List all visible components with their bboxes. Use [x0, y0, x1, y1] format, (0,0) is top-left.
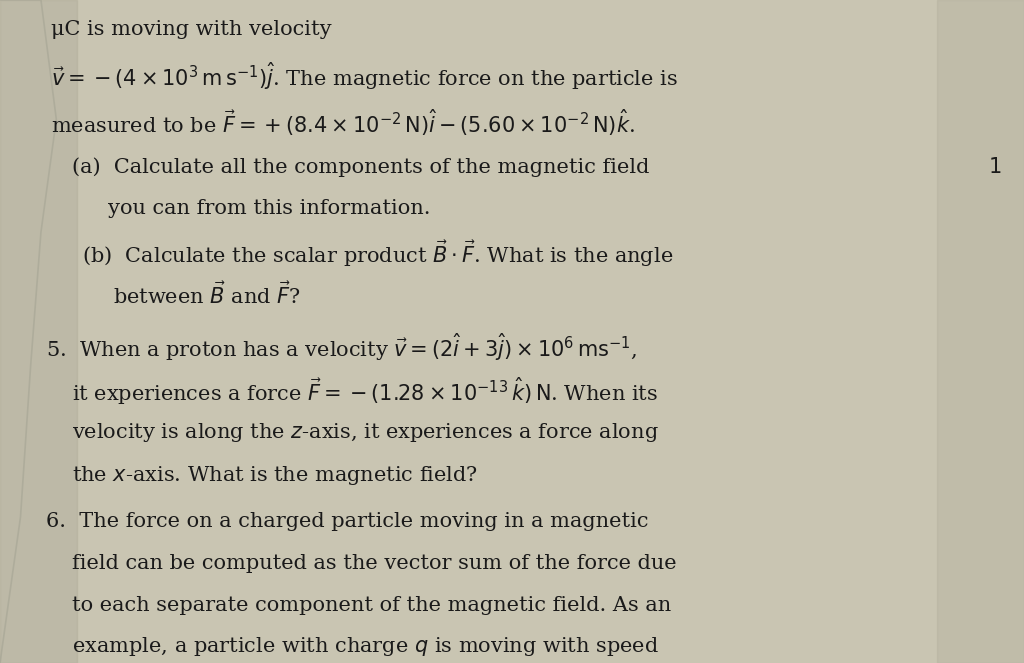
Text: 6.  The force on a charged particle moving in a magnetic: 6. The force on a charged particle movin… [46, 512, 648, 531]
Text: 1: 1 [989, 157, 1001, 177]
Text: field can be computed as the vector sum of the force due: field can be computed as the vector sum … [72, 554, 676, 573]
Text: to each separate component of the magnetic field. As an: to each separate component of the magnet… [72, 596, 671, 615]
Text: velocity is along the $z$-axis, it experiences a force along: velocity is along the $z$-axis, it exper… [72, 422, 658, 444]
Text: between $\vec{B}$ and $\vec{F}$?: between $\vec{B}$ and $\vec{F}$? [113, 282, 300, 308]
Text: you can from this information.: you can from this information. [108, 200, 430, 218]
Text: it experiences a force $\vec{F} = -(1.28\times10^{-13}\,\hat{k})\,\mathrm{N}$. W: it experiences a force $\vec{F} = -(1.28… [72, 375, 657, 407]
Text: measured to be $\vec{F} = +(8.4\times10^{-2}\,\mathrm{N})\hat{i} - (5.60\times10: measured to be $\vec{F} = +(8.4\times10^… [51, 107, 635, 138]
Text: 5.  When a proton has a velocity $\vec{v} = (2\hat{i}+3\hat{j})\times10^6\,\math: 5. When a proton has a velocity $\vec{v}… [46, 331, 638, 363]
Text: (a)  Calculate all the components of the magnetic field: (a) Calculate all the components of the … [72, 157, 649, 177]
Text: $\vec{v} = -(4\times10^3\,\mathrm{m\,s^{-1}})\hat{j}$. The magnetic force on the: $\vec{v} = -(4\times10^3\,\mathrm{m\,s^{… [51, 60, 678, 92]
Polygon shape [937, 0, 1024, 663]
Text: (b)  Calculate the scalar product $\vec{B}\cdot\vec{F}$. What is the angle: (b) Calculate the scalar product $\vec{B… [82, 238, 673, 269]
Text: the $x$-axis. What is the magnetic field?: the $x$-axis. What is the magnetic field… [72, 464, 478, 487]
Polygon shape [0, 0, 77, 663]
Text: μC is moving with velocity: μC is moving with velocity [51, 21, 332, 39]
Text: example, a particle with charge $q$ is moving with speed: example, a particle with charge $q$ is m… [72, 635, 658, 658]
